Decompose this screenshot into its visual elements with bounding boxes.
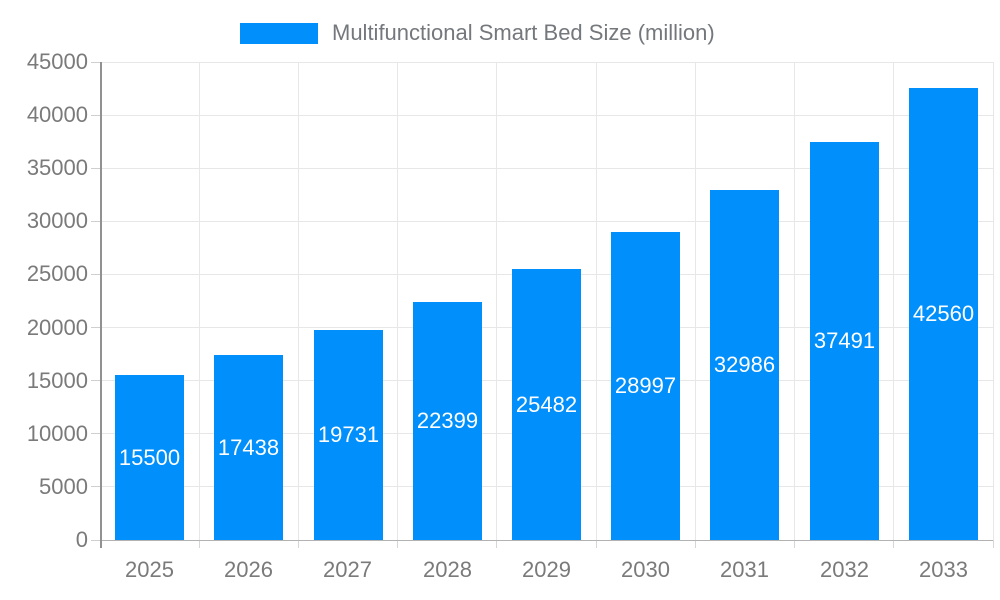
y-axis-tick-label: 45000	[26, 49, 88, 74]
h-gridline	[100, 220, 993, 222]
y-tick	[91, 61, 100, 63]
bar-2029	[512, 269, 581, 540]
bar-value-label: 28997	[614, 373, 677, 398]
x-tick	[397, 540, 399, 548]
y-axis-tick-label: 40000	[26, 102, 88, 128]
y-tick	[91, 220, 100, 222]
h-gridline	[100, 61, 993, 63]
x-tick	[694, 540, 696, 548]
h-gridline	[100, 114, 993, 116]
y-tick	[91, 273, 100, 275]
bar-value-label: 19731	[317, 422, 380, 447]
y-axis-tick-label: 0	[75, 527, 88, 552]
bar-value-label: 22399	[416, 408, 479, 433]
v-gridline	[794, 62, 796, 540]
legend-label: Multifunctional Smart Bed Size (million)	[332, 20, 715, 45]
y-axis-tick-label: 5000	[39, 473, 88, 499]
bar-2030	[611, 232, 680, 540]
y-axis-tick-label: 15000	[26, 367, 88, 393]
y-axis-tick-label: 20000	[26, 314, 88, 340]
v-gridline	[496, 62, 498, 540]
x-axis-tick-label: 2030	[621, 557, 670, 582]
y-tick	[91, 380, 100, 382]
x-tick	[595, 540, 597, 548]
h-gridline	[100, 167, 993, 169]
v-gridline	[297, 62, 299, 540]
y-axis-tick-label: 30000	[26, 208, 88, 234]
x-axis-tick-label: 2026	[224, 557, 273, 582]
x-tick	[297, 540, 299, 548]
bar-2031	[710, 190, 779, 540]
bar-2026	[214, 355, 283, 540]
x-tick	[794, 540, 796, 548]
x-tick	[893, 540, 895, 548]
x-tick	[992, 540, 994, 548]
y-axis-tick-label: 25000	[26, 261, 88, 287]
legend-item[interactable]: Multifunctional Smart Bed Size (million)	[240, 20, 715, 46]
y-axis-tick-label: 35000	[26, 155, 88, 181]
v-gridline	[992, 62, 994, 540]
y-tick	[91, 433, 100, 435]
x-axis-tick-label: 2028	[423, 557, 472, 582]
x-axis-tick-label: 2029	[522, 557, 571, 582]
legend-swatch	[240, 22, 318, 44]
plot-area: 15500 17438 19731 22399 25482 28997 32986 37491…	[100, 61, 994, 541]
x-axis-tick-label: 2027	[323, 557, 372, 582]
bar-2027	[314, 330, 383, 540]
y-tick	[91, 114, 100, 116]
y-tick	[91, 167, 100, 169]
x-axis-tick-label: 2031	[720, 557, 769, 582]
y-tick	[91, 486, 100, 488]
bar-value-label: 42560	[912, 301, 975, 326]
bar-2032	[810, 142, 879, 540]
x-tick	[496, 540, 498, 548]
x-axis-baseline	[100, 539, 993, 541]
bar-value-label: 32986	[713, 352, 776, 377]
y-tick	[91, 327, 100, 329]
bar-value-label: 15500	[118, 445, 181, 470]
bar-value-label: 25482	[515, 392, 578, 417]
bar-2033	[909, 88, 978, 540]
v-gridline	[893, 62, 895, 540]
x-axis-tick-label: 2025	[125, 557, 174, 582]
x-tick	[198, 540, 200, 548]
v-gridline	[694, 62, 696, 540]
y-axis-tick-label: 10000	[26, 420, 88, 446]
x-axis-tick-label: 2033	[919, 557, 968, 582]
v-gridline	[595, 62, 597, 540]
bar-value-label: 17438	[217, 435, 280, 460]
bar-2028	[413, 302, 482, 540]
v-gridline	[198, 62, 200, 540]
bar-value-label: 37491	[813, 328, 876, 353]
y-tick	[91, 539, 100, 541]
x-axis-tick-label: 2032	[820, 557, 869, 582]
v-gridline	[397, 62, 399, 540]
y-axis-line	[100, 62, 102, 548]
bar-2025	[115, 375, 184, 540]
